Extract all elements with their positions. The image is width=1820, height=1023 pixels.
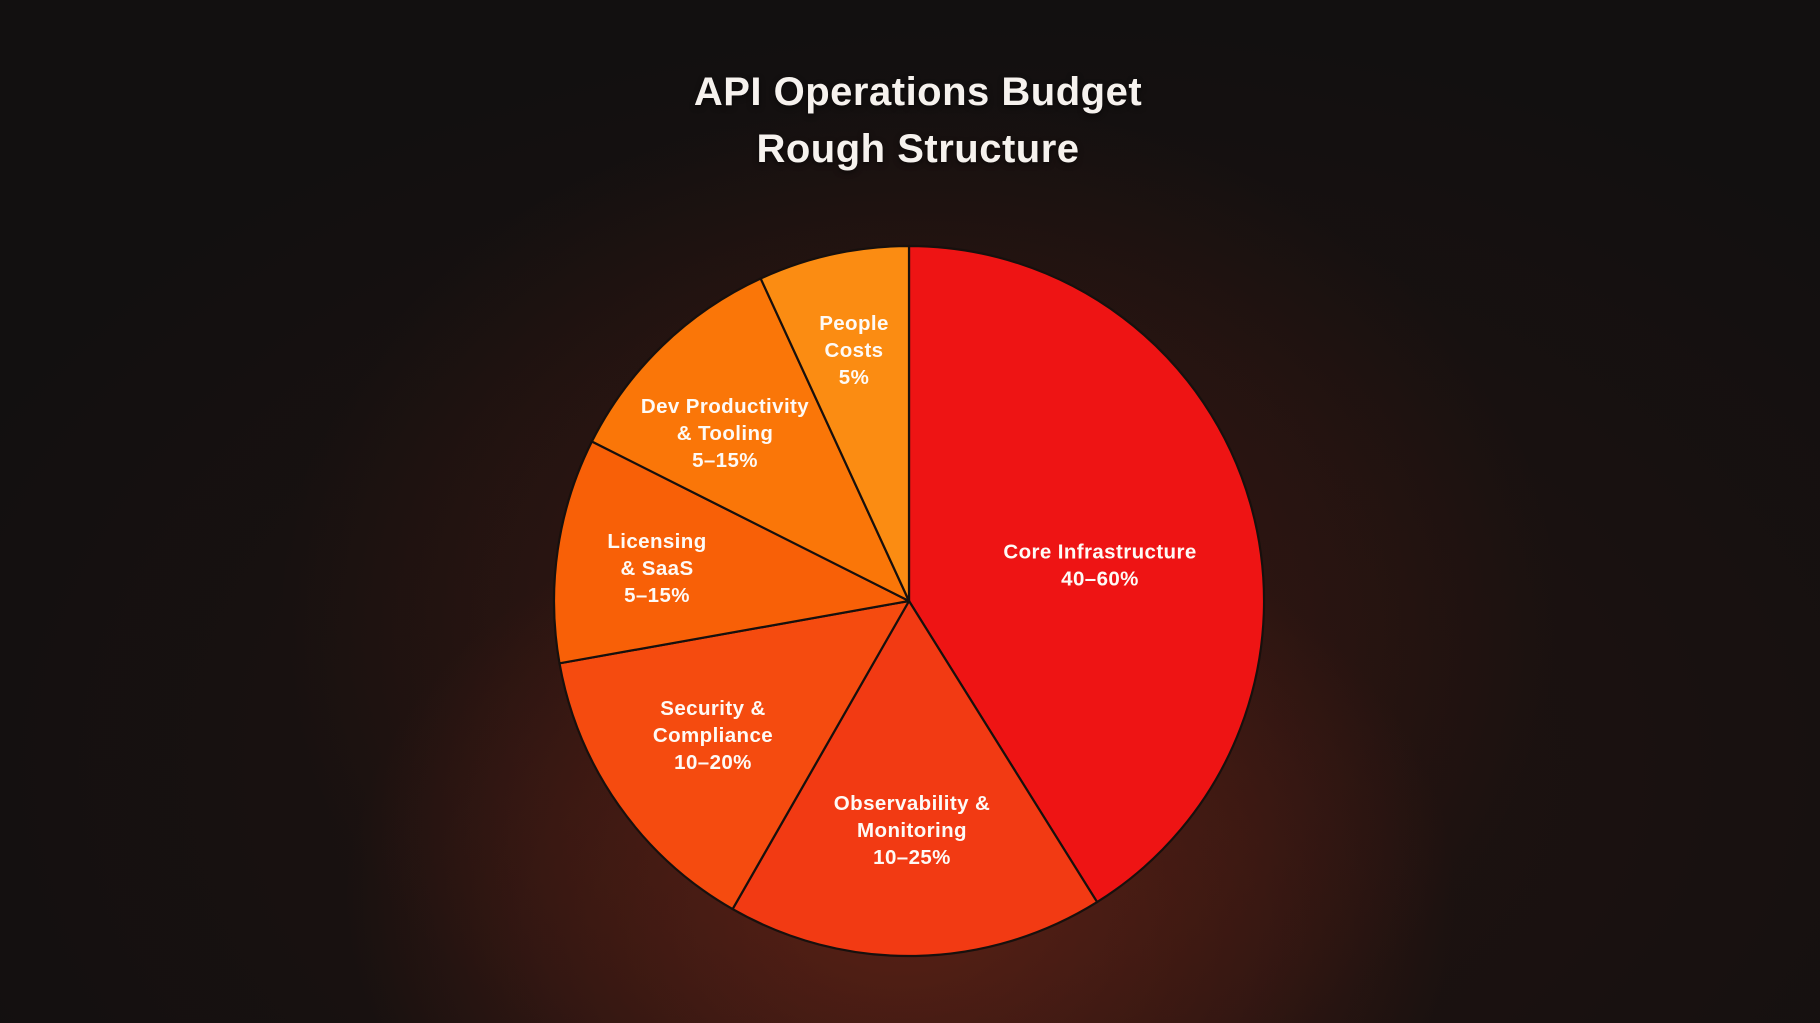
pie-label-people-costs: People Costs 5% [819, 312, 889, 389]
pie-slice-licensing-saas [552, 440, 911, 665]
pie-label-security-compliance: Security & Compliance 10–20% [653, 697, 773, 774]
chart-title-line1: API Operations Budget [693, 70, 1143, 114]
pie-slice-core-infrastructure [907, 244, 1266, 904]
pie-label-observability-monitoring: Observability & Monitoring 10–25% [834, 792, 990, 869]
pie-label-licensing-saas: Licensing & SaaS 5–15% [607, 530, 706, 607]
pie-labels: Core Infrastructure 40–60% Observability &… [607, 312, 1196, 869]
pie-label-core-infrastructure: Core Infrastructure 40–60% [1003, 541, 1196, 591]
pie-label-dev-productivity-tooling: Dev Productivity & Tooling 5–15% [641, 395, 809, 472]
chart-title-line2: Rough Structure [756, 127, 1080, 171]
pie-slice-observability-monitoring [731, 599, 1099, 958]
pie-slice-dev-productivity-tooling [590, 277, 911, 603]
pie-slice-security-compliance [558, 599, 911, 911]
pie-slices [552, 244, 1266, 958]
pie-slice-people-costs [759, 244, 911, 603]
chart-title: API Operations Budget Rough Structure [318, 64, 1518, 178]
